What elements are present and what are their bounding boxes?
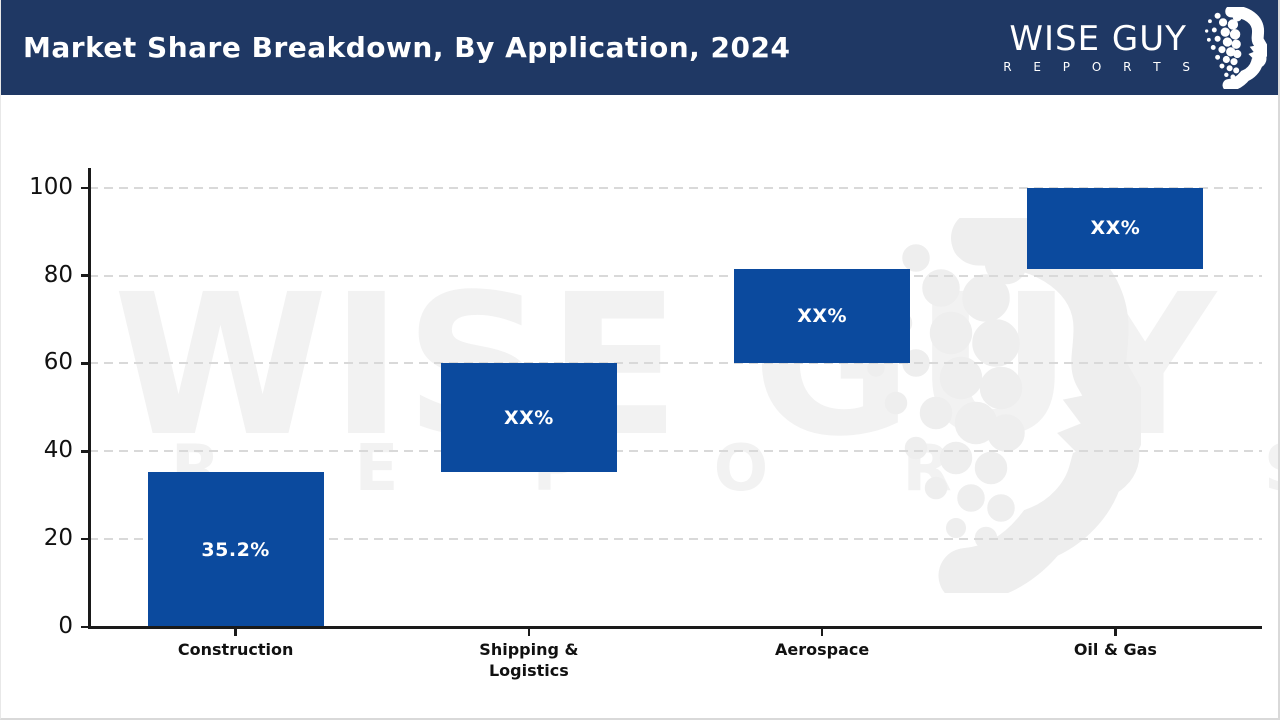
gridline bbox=[89, 186, 1262, 189]
gridline bbox=[89, 362, 1262, 365]
logo: WISE GUY R E P O R T S bbox=[997, 7, 1267, 89]
x-tick-label: Shipping & Logistics bbox=[479, 640, 579, 680]
x-tick-label: Oil & Gas bbox=[1073, 640, 1157, 659]
bar: XX% bbox=[1027, 187, 1204, 270]
y-axis-tick bbox=[81, 537, 89, 541]
y-axis bbox=[88, 168, 91, 628]
gridline bbox=[89, 274, 1262, 277]
header-bar: Market Share Breakdown, By Application, … bbox=[1, 0, 1278, 95]
logo-head-icon bbox=[1201, 7, 1267, 89]
logo-text: WISE GUY R E P O R T S bbox=[997, 22, 1199, 74]
y-axis-tick bbox=[81, 362, 89, 365]
y-tick-label: 80 bbox=[43, 261, 73, 288]
y-tick-label: 0 bbox=[58, 613, 73, 639]
y-axis-tick bbox=[81, 450, 89, 453]
gridline bbox=[89, 450, 1262, 453]
y-tick-label: 20 bbox=[43, 525, 73, 552]
y-axis-tick bbox=[81, 625, 89, 629]
logo-tagline: R E P O R T S bbox=[1003, 59, 1199, 74]
x-tick-label: Aerospace bbox=[775, 640, 870, 659]
bar: XX% bbox=[734, 269, 911, 364]
y-axis-tick bbox=[81, 186, 89, 190]
bar: XX% bbox=[440, 363, 617, 473]
bar: 35.2% bbox=[147, 472, 324, 627]
x-axis bbox=[88, 626, 1262, 629]
y-axis-tick bbox=[81, 274, 89, 277]
bar-value-label: 35.2% bbox=[201, 538, 270, 561]
page-title: Market Share Breakdown, By Application, … bbox=[23, 31, 791, 64]
x-axis-tick bbox=[527, 627, 531, 636]
x-axis-tick bbox=[820, 627, 824, 636]
y-tick-label: 60 bbox=[43, 349, 73, 376]
bar-value-label: XX% bbox=[797, 305, 848, 328]
bar-value-label: XX% bbox=[1090, 217, 1141, 240]
bar-value-label: XX% bbox=[503, 406, 554, 429]
y-tick-label: 40 bbox=[43, 437, 73, 464]
chart-area: 0 20 40 60 80 100 35.2% Construction XX% Shipping… bbox=[1, 95, 1278, 718]
x-tick-label: Construction bbox=[177, 640, 294, 659]
watermark-wordmark: WISE GUY bbox=[113, 252, 1218, 479]
logo-wordmark: WISE GUY bbox=[1009, 18, 1187, 59]
x-axis-tick bbox=[234, 627, 237, 636]
gridline bbox=[89, 538, 1262, 541]
y-tick-label: 100 bbox=[29, 173, 73, 200]
x-axis-tick bbox=[1114, 627, 1117, 636]
